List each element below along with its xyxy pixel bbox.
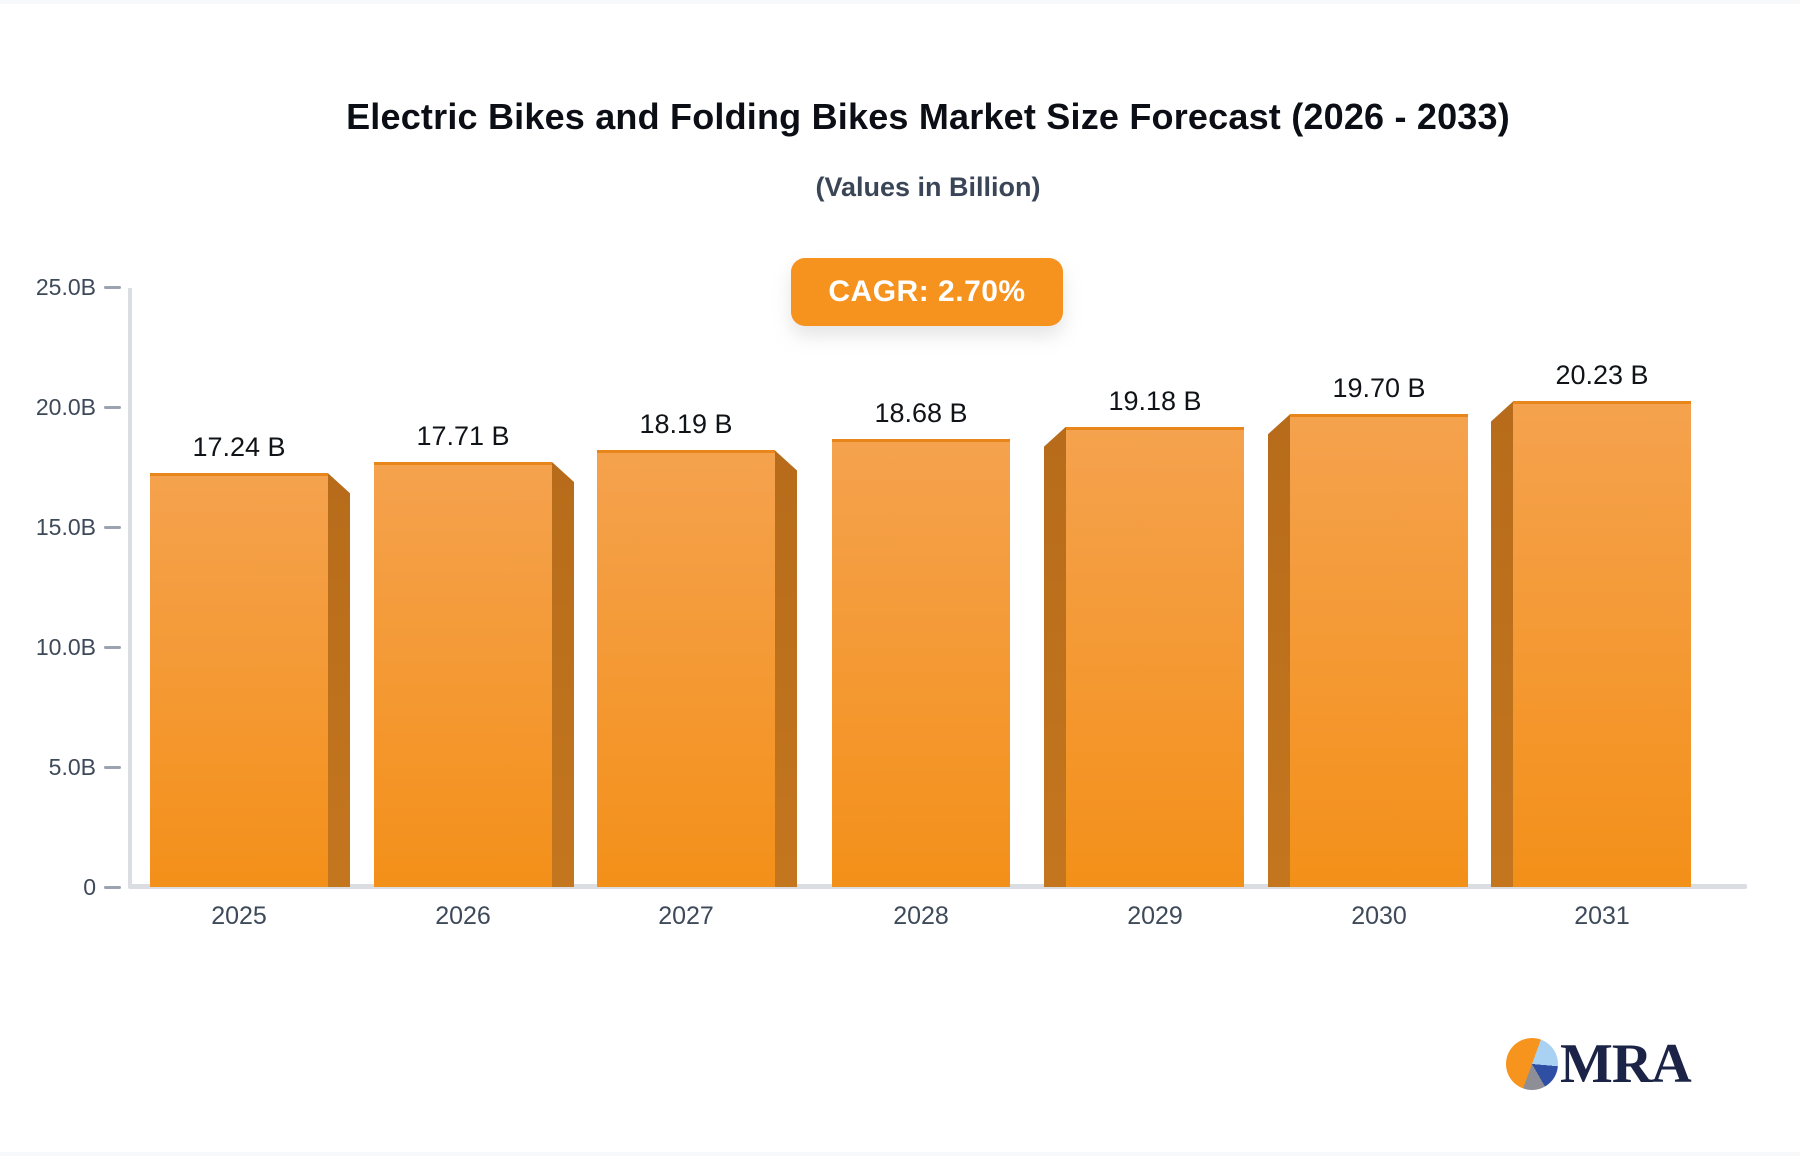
chart-subtitle: (Values in Billion)	[815, 172, 1041, 202]
x-axis-label: 2030	[1351, 902, 1407, 930]
page-top-border	[0, 0, 1800, 4]
x-axis-label: 2031	[1574, 902, 1630, 930]
bar-2026	[374, 461, 552, 887]
bar-3d-side-2030	[1268, 414, 1290, 887]
bar-value-label: 18.19 B	[639, 409, 733, 440]
bar-2029	[1066, 426, 1244, 887]
bar-value-label: 17.71 B	[416, 420, 510, 451]
bar-2027	[597, 450, 775, 887]
y-axis-tick	[104, 885, 121, 889]
bar-2031	[1513, 401, 1691, 887]
x-axis-label: 2028	[893, 902, 949, 930]
y-axis-label: 0	[83, 874, 96, 900]
bar-value-label: 19.70 B	[1332, 373, 1426, 404]
pie-chart-logo-icon	[1506, 1038, 1558, 1090]
page-bottom-border	[0, 1152, 1800, 1156]
y-axis-tick	[104, 525, 121, 529]
y-axis-label: 5.0B	[48, 754, 96, 780]
bar-value-label: 19.18 B	[1108, 385, 1202, 416]
y-axis-tick	[104, 645, 121, 649]
y-axis-tick	[104, 765, 121, 769]
x-axis-label: 2025	[211, 902, 267, 930]
y-axis-label: 25.0B	[35, 274, 96, 300]
bar-3d-side-2026	[552, 461, 574, 887]
bar-3d-side-2031	[1491, 401, 1513, 887]
y-axis-tick	[104, 285, 121, 289]
y-axis-label: 15.0B	[35, 514, 96, 540]
x-axis-label: 2027	[658, 902, 714, 930]
bar-3d-side-2027	[775, 450, 797, 887]
brand-logo-text: MRA	[1560, 1033, 1692, 1095]
bar-value-label: 18.68 B	[874, 397, 968, 428]
x-axis-label: 2029	[1127, 902, 1183, 930]
bar-3d-side-2029	[1044, 426, 1066, 887]
bar-2028	[832, 438, 1010, 887]
y-axis-line	[128, 288, 132, 888]
cagr-badge-label: CAGR: 2.70%	[828, 275, 1026, 308]
bar-value-label: 20.23 B	[1555, 360, 1649, 391]
bar-value-label: 17.24 B	[192, 432, 286, 463]
cagr-badge: CAGR: 2.70%	[791, 258, 1063, 326]
chart-title: Electric Bikes and Folding Bikes Market …	[346, 96, 1510, 137]
y-axis-label: 10.0B	[35, 634, 96, 660]
bar-3d-side-2025	[328, 473, 350, 887]
y-axis-tick	[104, 405, 121, 409]
bar-2030	[1290, 414, 1468, 887]
y-axis-label: 20.0B	[35, 394, 96, 420]
brand-logo: MRA	[1506, 1033, 1692, 1095]
bar-2025	[150, 473, 328, 887]
x-axis-label: 2026	[435, 902, 491, 930]
